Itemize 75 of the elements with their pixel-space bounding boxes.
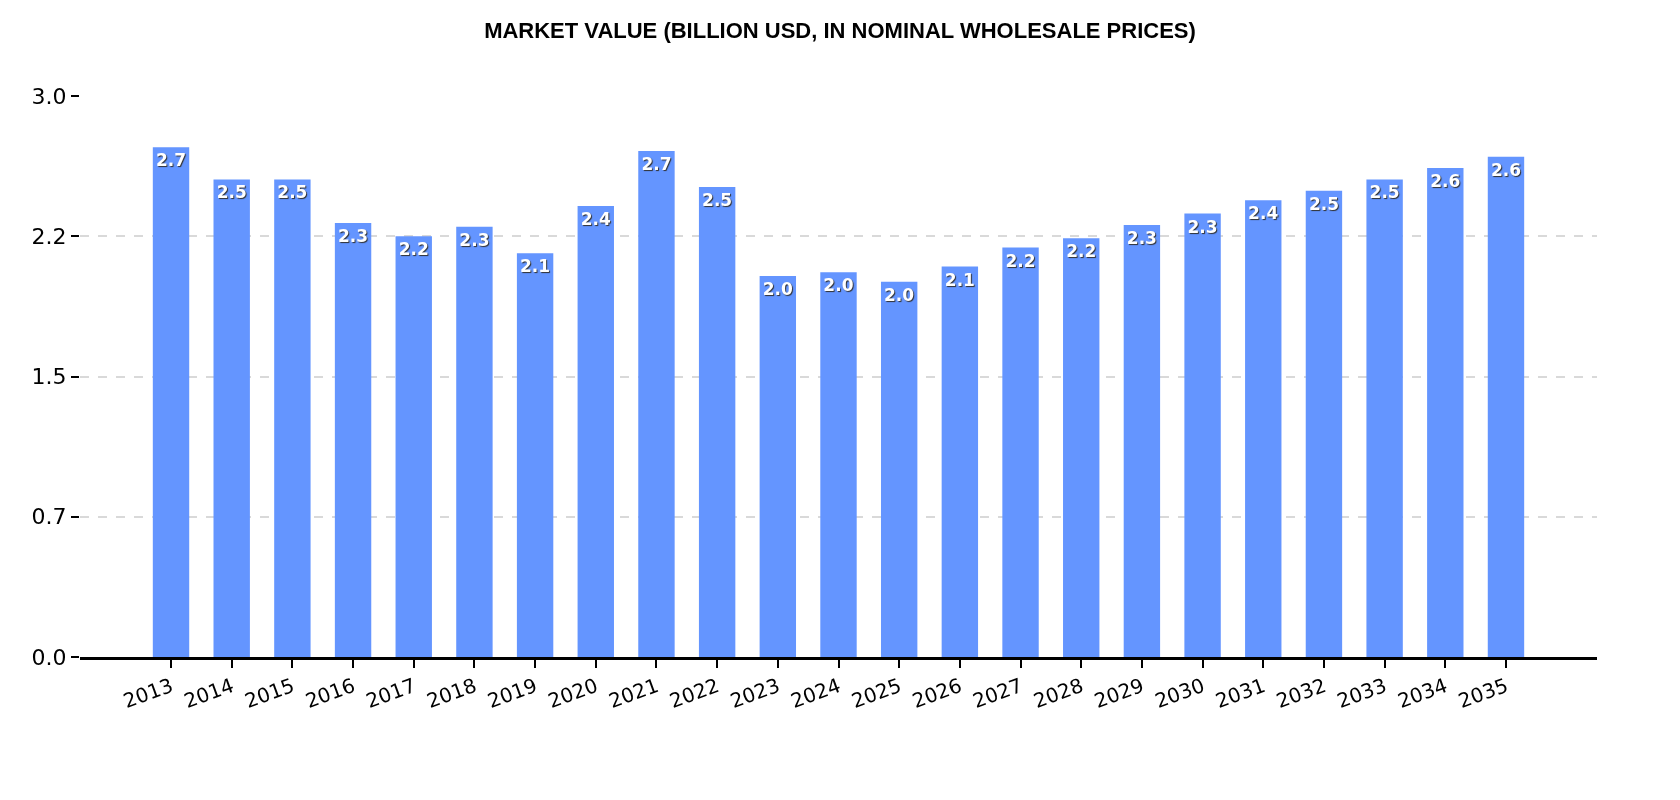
data-label: 2.4 bbox=[580, 208, 611, 229]
bar bbox=[1245, 200, 1282, 657]
x-tick-label: 2035 bbox=[1455, 673, 1512, 714]
x-tick-label: 2019 bbox=[484, 673, 541, 714]
x-tick-label: 2034 bbox=[1394, 673, 1451, 714]
data-label: 2.6 bbox=[1430, 171, 1461, 192]
data-label: 2.7 bbox=[641, 153, 672, 174]
bar bbox=[274, 179, 311, 657]
x-tick-label: 2021 bbox=[605, 673, 662, 714]
data-label: 2.5 bbox=[1369, 182, 1400, 203]
x-tick-label: 2032 bbox=[1273, 673, 1330, 714]
data-label: 2.0 bbox=[762, 279, 793, 300]
bar bbox=[880, 281, 918, 657]
x-tick-label: 2033 bbox=[1333, 673, 1390, 714]
bar bbox=[456, 226, 493, 657]
x-tick-label: 2026 bbox=[908, 673, 965, 714]
data-label: 2.5 bbox=[216, 182, 247, 203]
x-tick-label: 2022 bbox=[666, 673, 723, 714]
data-label: 2.3 bbox=[1187, 216, 1218, 237]
x-tick-label: 2015 bbox=[241, 673, 298, 714]
bar bbox=[1123, 224, 1161, 657]
x-tick-label: 2029 bbox=[1090, 673, 1148, 714]
bar bbox=[1427, 168, 1464, 657]
bar bbox=[395, 236, 432, 657]
bar bbox=[698, 186, 736, 657]
bar bbox=[1002, 247, 1039, 657]
data-label: 2.3 bbox=[1126, 227, 1157, 248]
x-tick-label: 2017 bbox=[362, 673, 419, 714]
bar bbox=[152, 147, 190, 657]
x-tick-label: 2031 bbox=[1212, 673, 1269, 714]
x-tick-label: 2028 bbox=[1030, 673, 1087, 714]
x-tick-label: 2018 bbox=[423, 673, 480, 714]
bar bbox=[1063, 238, 1100, 657]
data-label: 2.2 bbox=[398, 239, 429, 260]
bar bbox=[213, 179, 250, 657]
x-tick-label: 2025 bbox=[848, 673, 905, 714]
y-tick-label: 3.0 bbox=[31, 83, 67, 109]
x-tick-label: 2020 bbox=[544, 673, 601, 714]
data-label: 2.6 bbox=[1490, 159, 1522, 180]
data-label: 2.1 bbox=[944, 269, 975, 290]
data-label: 2.3 bbox=[459, 229, 490, 250]
data-label: 2.4 bbox=[1248, 203, 1279, 224]
bar bbox=[638, 150, 675, 657]
data-label: 2.1 bbox=[520, 256, 551, 277]
x-tick-label: 2016 bbox=[302, 673, 359, 714]
chart-title: MARKET VALUE (BILLION USD, IN NOMINAL WHOLESALE PRICES) bbox=[484, 17, 1196, 43]
bar bbox=[820, 272, 857, 657]
data-label: 2.2 bbox=[1066, 241, 1097, 262]
data-label: 2.7 bbox=[155, 150, 187, 171]
x-tick-label: 2024 bbox=[787, 673, 844, 714]
bar bbox=[1184, 213, 1221, 657]
data-label: 2.5 bbox=[277, 182, 308, 203]
x-tick-label: 2023 bbox=[726, 673, 783, 714]
y-tick-label: 2.2 bbox=[31, 223, 67, 249]
y-tick-label: 0.0 bbox=[31, 644, 67, 670]
bar bbox=[577, 205, 614, 657]
data-label: 2.2 bbox=[1005, 250, 1036, 271]
bar bbox=[1366, 179, 1403, 657]
bar bbox=[516, 253, 554, 657]
bar bbox=[759, 276, 797, 657]
data-label: 2.5 bbox=[702, 189, 733, 210]
x-tick-label: 2014 bbox=[180, 673, 237, 714]
bar bbox=[1487, 156, 1525, 657]
y-tick-label: 1.5 bbox=[31, 364, 67, 390]
bar bbox=[941, 266, 979, 657]
data-label: 2.0 bbox=[823, 275, 854, 296]
x-tick-label: 2013 bbox=[120, 673, 177, 714]
data-label: 2.0 bbox=[884, 284, 915, 305]
x-tick-label: 2030 bbox=[1151, 673, 1208, 714]
bar bbox=[1305, 190, 1343, 657]
y-tick-label: 0.7 bbox=[31, 504, 67, 530]
data-label: 2.3 bbox=[338, 225, 369, 246]
x-tick-label: 2027 bbox=[969, 673, 1026, 714]
bar bbox=[334, 222, 372, 657]
data-label: 2.5 bbox=[1308, 193, 1339, 214]
